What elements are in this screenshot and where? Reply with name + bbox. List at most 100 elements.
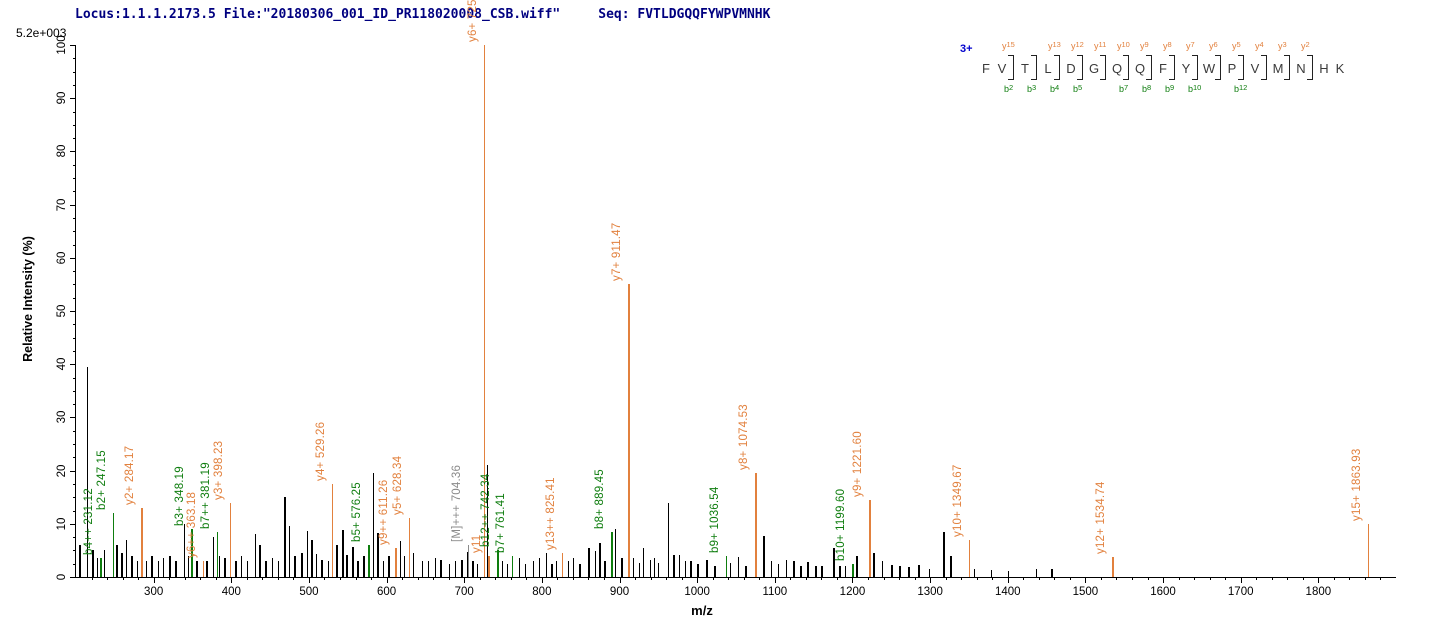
residue-8-Q: Q <box>1134 61 1146 76</box>
x-axis-minor-tick <box>433 577 435 580</box>
cleavage-marker-after-5: y12 b5 <box>1071 40 1086 98</box>
peak <box>638 563 641 577</box>
labeled-peak-b7++ <box>216 531 219 577</box>
x-axis-tick-label: 900 <box>609 586 630 598</box>
x-axis-tick-label: 1400 <box>994 586 1021 598</box>
cleavage-stem <box>1128 55 1129 80</box>
cleavage-stem <box>1289 55 1290 80</box>
peak <box>169 555 171 577</box>
x-axis-minor-tick <box>510 577 512 580</box>
y-axis-major-tick <box>70 577 76 578</box>
residue-13-V: V <box>1250 61 1260 76</box>
y-axis-major-tick <box>70 151 76 153</box>
peak <box>96 558 99 577</box>
y6-ion-label: y6 <box>1209 40 1218 51</box>
peak-label: y3+ 398.23 <box>212 440 225 500</box>
b3-ion-label: b3 <box>1027 83 1037 94</box>
x-axis-minor-tick <box>1038 577 1040 580</box>
y-axis-minor-tick <box>73 324 76 326</box>
labeled-peak-y11 <box>488 555 490 577</box>
b4-ion-label: b4 <box>1050 83 1060 94</box>
cleavage-marker-after-12: y5 b12 <box>1232 40 1247 98</box>
x-axis-minor-tick <box>821 577 823 580</box>
peak <box>990 570 993 577</box>
peak-label: y12+ 1534.74 <box>1095 481 1108 554</box>
peak-label: b10+ 1199.60 <box>835 488 848 561</box>
residue-14-M: M <box>1272 61 1284 76</box>
peak-label: y13++ 825.41 <box>544 477 557 551</box>
labeled-peak-b5+ <box>368 545 370 577</box>
peak-label: y15+ 1863.93 <box>1350 448 1363 521</box>
b12-ion-label: b12 <box>1234 83 1248 94</box>
y-axis-major-tick <box>70 257 76 259</box>
peak-label: y9+ 1221.60 <box>852 431 865 497</box>
cleavage-stem <box>1174 55 1175 80</box>
peak-label: b4++ 231.12 <box>83 488 96 556</box>
peak <box>684 561 687 577</box>
locus-file-label: Locus:1.1.1.2173.5 File:"20180306_001_ID… <box>75 7 561 22</box>
cleavage-marker-after-3: b3 <box>1027 40 1040 98</box>
y-axis-minor-tick <box>73 191 76 193</box>
cleavage-marker-after-14: y3 <box>1278 40 1293 98</box>
peak <box>588 548 590 577</box>
x-axis-tick-label: 700 <box>454 586 474 598</box>
y-axis-minor-tick <box>73 124 76 126</box>
peak <box>928 569 931 577</box>
y-axis-minor-tick <box>73 111 76 113</box>
x-axis-minor-tick <box>1271 577 1273 580</box>
peak <box>342 530 344 577</box>
x-axis-minor-tick <box>1349 577 1351 580</box>
y-axis-minor-tick <box>73 231 76 233</box>
peak <box>973 568 976 577</box>
y-axis-major-tick <box>70 364 76 366</box>
y-axis-minor-tick <box>73 510 76 512</box>
peak <box>844 566 847 577</box>
x-axis-minor-tick <box>945 577 947 580</box>
peak <box>306 531 309 577</box>
x-axis-minor-tick <box>526 577 528 580</box>
peak-label: y7+ 911.47 <box>611 223 624 282</box>
cleavage-stem <box>1266 55 1267 80</box>
peak <box>454 561 457 577</box>
residue-12-P: P <box>1227 61 1237 76</box>
residue-6-G: G <box>1088 61 1100 76</box>
residue-1-F: F <box>982 61 990 76</box>
peak <box>678 555 681 577</box>
x-axis-tick-label: 1200 <box>839 586 866 598</box>
x-axis-minor-tick <box>107 577 109 580</box>
labeled-peak-b4++ <box>100 558 102 577</box>
peak <box>594 550 597 577</box>
x-axis-minor-tick <box>588 577 590 580</box>
peak <box>821 566 823 577</box>
peak <box>259 545 261 577</box>
peak <box>486 465 489 577</box>
peak <box>254 534 257 577</box>
cleavage-marker-after-13: y4 <box>1255 40 1270 98</box>
header-line: Locus:1.1.1.2173.5 File:"20180306_001_ID… <box>75 7 770 22</box>
peak <box>555 561 558 577</box>
y-axis-minor-tick <box>73 390 76 392</box>
cleavage-marker-after-8: y9 b8 <box>1140 40 1155 98</box>
y-axis-major-tick <box>70 523 76 525</box>
peak <box>311 539 313 577</box>
x-axis-minor-tick <box>122 577 124 580</box>
peak <box>506 563 509 577</box>
y3-ion-label: y3 <box>1278 40 1287 51</box>
residue-9-F: F <box>1159 61 1167 76</box>
residue-7-Q: Q <box>1111 61 1123 76</box>
x-axis-minor-tick <box>1069 577 1071 580</box>
cleavage-marker-after-4: y13 b4 <box>1048 40 1063 98</box>
y-axis-tick-label: 100 <box>56 35 68 55</box>
peak <box>714 566 716 577</box>
cleavage-marker-after-7: y10 b7 <box>1117 40 1132 98</box>
y-axis-tick-label: 50 <box>56 304 68 318</box>
residue-10-Y: Y <box>1181 61 1191 76</box>
x-axis-minor-tick <box>277 577 279 580</box>
peak <box>327 561 330 577</box>
labeled-peak-b8+ <box>611 531 613 577</box>
y-axis-minor-tick <box>73 337 76 339</box>
residue-11-W: W <box>1202 61 1216 76</box>
peak <box>524 563 527 577</box>
cleavage-marker-after-15: y2 <box>1301 40 1316 98</box>
peak-label: y5+ 628.34 <box>391 456 404 516</box>
